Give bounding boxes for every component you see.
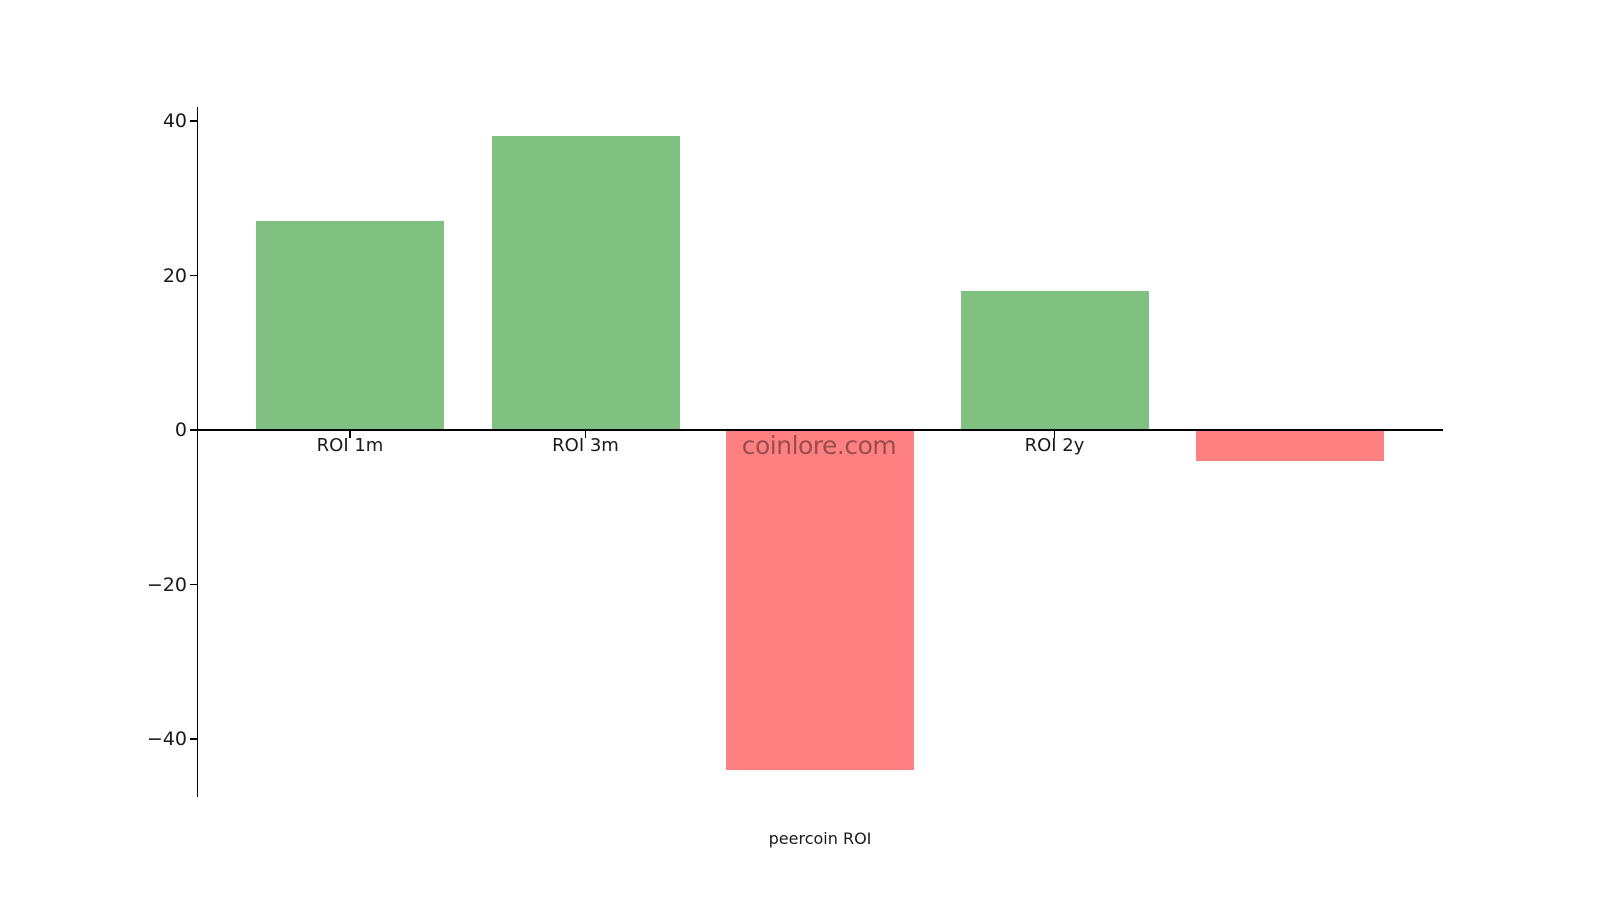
bar [491,136,680,430]
y-axis-spine [196,107,199,797]
y-tick-label: −20 [146,573,187,596]
x-tick-label: ROI 3m [552,435,619,456]
y-tick-label: 0 [174,419,187,441]
x-tick-label: ROI 2y [1024,435,1085,456]
watermark: coinlore.com [741,431,897,460]
x-tick [349,430,351,438]
x-tick [1053,430,1056,438]
bar [960,290,1149,430]
bar [256,221,444,430]
y-tick [189,738,198,740]
y-tick [189,583,198,586]
x-tick [584,430,587,438]
y-tick-label: 40 [162,110,187,132]
x-axis-label: peercoin ROI [768,829,872,848]
y-tick [189,274,198,277]
y-tick-label: −40 [146,728,187,750]
y-tick [189,120,198,122]
y-tick [189,429,198,431]
bar [1196,430,1384,461]
x-axis-line [197,429,1443,431]
bar [725,430,914,770]
y-tick-label: 20 [162,264,187,287]
x-tick-label: ROI 1m [316,435,384,456]
